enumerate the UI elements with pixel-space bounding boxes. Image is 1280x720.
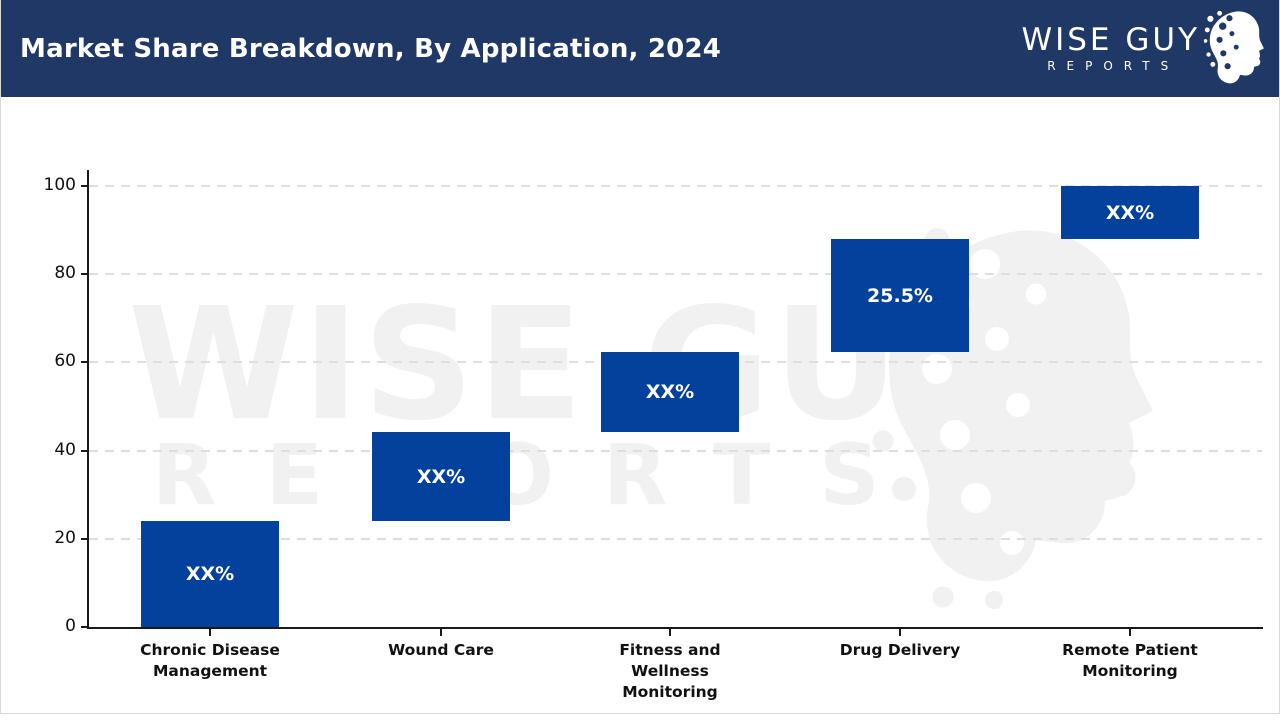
y-tick-label-40: 40 — [54, 439, 76, 460]
y-tick-label-80: 80 — [54, 263, 76, 284]
bar-fitness-and-wellness-monitoring: XX% — [601, 351, 739, 433]
y-tick-100 — [81, 185, 88, 187]
bar-wound-care: XX% — [372, 432, 510, 522]
x-tick-0 — [209, 629, 211, 636]
category-label-2: Fitness and Wellness Monitoring — [619, 641, 721, 701]
category-label-4: Remote Patient Monitoring — [1062, 641, 1198, 680]
bar-value-label: XX% — [1105, 201, 1155, 224]
category-label-0: Chronic Disease Management — [140, 641, 280, 680]
y-axis — [87, 170, 89, 629]
y-tick-label-100: 100 — [43, 175, 76, 195]
brand-subname: REPORTS — [1047, 59, 1180, 73]
chart-title: Market Share Breakdown, By Application, … — [20, 33, 722, 64]
header: Market Share Breakdown, By Application, … — [0, 0, 1280, 97]
x-tick-2 — [669, 629, 671, 636]
brand-logo-text: WISE GUY REPORTS — [1021, 22, 1200, 73]
x-axis — [87, 627, 1263, 629]
y-tick-80 — [81, 273, 88, 276]
brand-head-icon — [1204, 10, 1264, 83]
bar-value-label: XX% — [416, 465, 466, 488]
gridline-20 — [89, 537, 1262, 540]
bar-value-label: 25.5% — [867, 284, 933, 307]
gridline-80 — [89, 273, 1262, 276]
bar-drug-delivery: 25.5% — [831, 239, 969, 352]
x-tick-1 — [440, 629, 442, 636]
y-tick-label-0: 0 — [65, 616, 76, 636]
x-tick-3 — [899, 629, 901, 636]
bar-value-label: XX% — [185, 563, 235, 586]
y-tick-40 — [81, 449, 88, 452]
y-tick-label-60: 60 — [54, 351, 76, 372]
x-tick-4 — [1129, 629, 1131, 636]
y-tick-0 — [81, 626, 88, 628]
y-tick-60 — [81, 361, 88, 364]
y-tick-label-20: 20 — [54, 527, 76, 548]
category-label-3: Drug Delivery — [839, 641, 961, 659]
bar-remote-patient-monitoring: XX% — [1061, 186, 1199, 240]
gridline-40 — [89, 449, 1262, 452]
brand-logo: WISE GUY REPORTS — [1021, 9, 1266, 89]
bar-value-label: XX% — [645, 380, 695, 403]
bar-chronic-disease-management: XX% — [141, 521, 279, 627]
brand-name: WISE GUY — [1021, 22, 1200, 58]
category-label-1: Wound Care — [388, 641, 494, 659]
y-tick-20 — [81, 537, 88, 540]
gridline-100 — [89, 185, 1262, 187]
